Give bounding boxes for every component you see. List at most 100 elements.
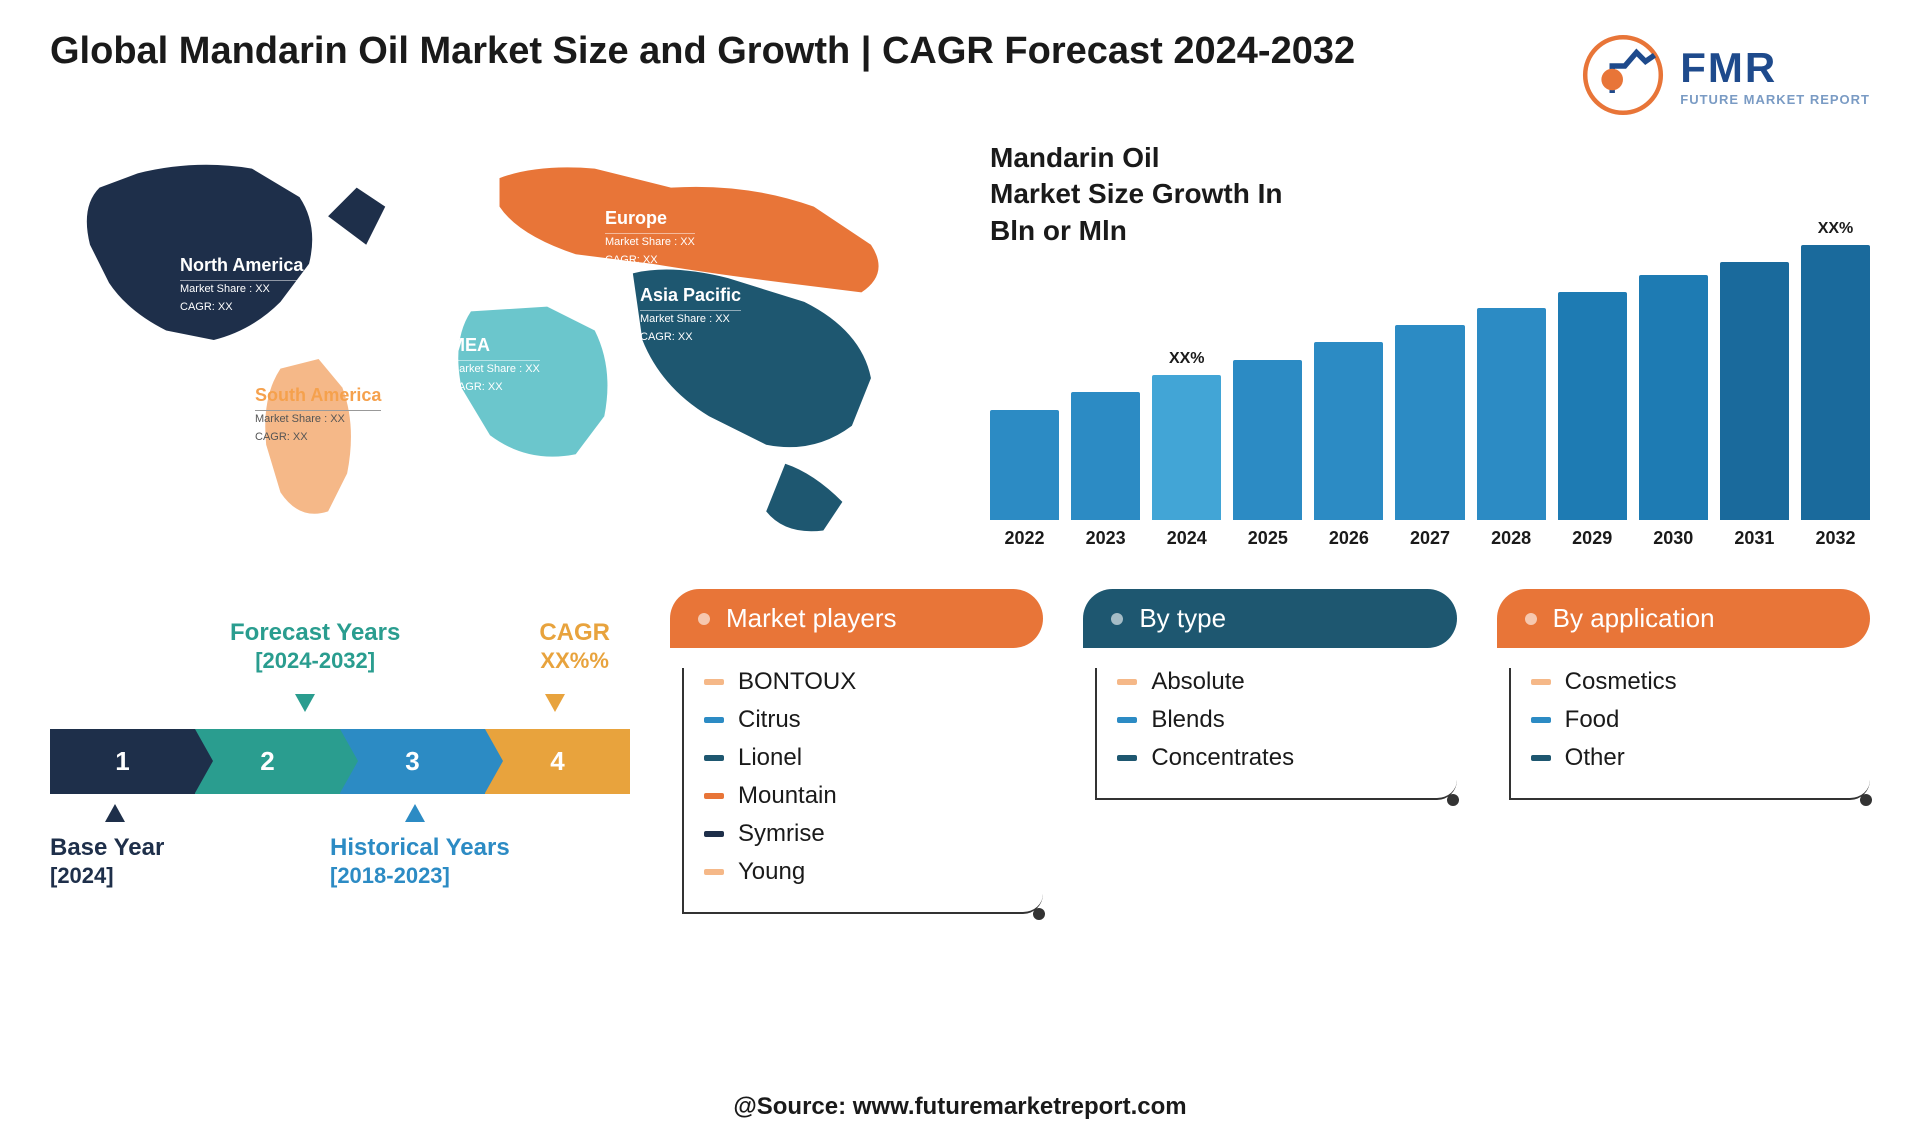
bar-rect (1395, 325, 1464, 520)
bar: 2031 (1720, 262, 1789, 549)
dot-icon (1525, 613, 1537, 625)
region-europe: Europe Market Share : XX CAGR: XX (605, 208, 695, 266)
item-label: Citrus (738, 706, 801, 734)
category-header: Market players (670, 589, 1043, 648)
category-box: Market players BONTOUX Citrus Lionel Mou… (670, 589, 1043, 914)
bar-rect (990, 410, 1059, 520)
item-label: Young (738, 858, 805, 886)
bar-annotation: XX% (1818, 220, 1854, 238)
list-item: Cosmetics (1531, 668, 1850, 696)
list-item: Mountain (704, 782, 1023, 810)
timeline-segment: 4 (485, 729, 630, 794)
item-marker-icon (1117, 717, 1137, 723)
bar: 2028 (1477, 308, 1546, 549)
timeline-segment: 3 (340, 729, 485, 794)
item-label: Lionel (738, 744, 802, 772)
timeline-segment: 2 (195, 729, 340, 794)
timeline-bar: 1234 (50, 729, 630, 794)
bar-rect (1314, 342, 1383, 520)
timeline: Forecast Years [2024-2032] CAGR XX%% 123… (50, 589, 630, 909)
item-marker-icon (704, 755, 724, 761)
bar-rect (1071, 392, 1140, 520)
bar: 2026 (1314, 342, 1383, 549)
bar-rect (1801, 245, 1870, 520)
item-marker-icon (704, 717, 724, 723)
bar: 2022 (990, 410, 1059, 549)
bar-year-label: 2030 (1653, 528, 1693, 549)
logo-icon (1578, 30, 1668, 120)
category-box: By application Cosmetics Food Other (1497, 589, 1870, 914)
arrow-icon (405, 804, 425, 822)
category-header: By application (1497, 589, 1870, 648)
logo: FMR FUTURE MARKET REPORT (1578, 30, 1870, 120)
category-title: By application (1553, 603, 1715, 634)
category-title: Market players (726, 603, 897, 634)
bar-rect (1558, 292, 1627, 520)
bar-year-label: 2032 (1815, 528, 1855, 549)
chart-title: Mandarin OilMarket Size Growth InBln or … (990, 140, 1870, 249)
cagr-label: CAGR XX%% (539, 619, 610, 675)
bar-year-label: 2022 (1005, 528, 1045, 549)
item-label: Concentrates (1151, 744, 1294, 772)
item-marker-icon (704, 831, 724, 837)
item-marker-icon (1117, 679, 1137, 685)
bar: 2023 (1071, 392, 1140, 549)
bar-annotation: XX% (1169, 350, 1205, 368)
item-label: Symrise (738, 820, 825, 848)
logo-text-sub: FUTURE MARKET REPORT (1680, 92, 1870, 107)
item-label: Other (1565, 744, 1625, 772)
base-year-label: Base Year [2024] (50, 834, 164, 890)
dot-icon (1111, 613, 1123, 625)
list-item: Food (1531, 706, 1850, 734)
bar-year-label: 2031 (1734, 528, 1774, 549)
world-map: North America Market Share : XX CAGR: XX… (50, 140, 930, 540)
bar-rect (1233, 360, 1302, 520)
item-marker-icon (704, 793, 724, 799)
category-list: Absolute Blends Concentrates (1095, 668, 1456, 800)
historical-label: Historical Years [2018-2023] (330, 834, 510, 890)
region-asia-pacific: Asia Pacific Market Share : XX CAGR: XX (640, 285, 741, 343)
item-marker-icon (704, 679, 724, 685)
arrow-icon (295, 694, 315, 712)
bar-rect (1720, 262, 1789, 520)
region-north-america: North America Market Share : XX CAGR: XX (180, 255, 303, 313)
bar: 2027 (1395, 325, 1464, 549)
list-item: Symrise (704, 820, 1023, 848)
category-list: Cosmetics Food Other (1509, 668, 1870, 800)
bar-chart: 2022 2023 XX% 2024 2025 2026 2027 2028 2… (990, 269, 1870, 549)
item-marker-icon (1117, 755, 1137, 761)
bar-rect (1639, 275, 1708, 520)
category-title: By type (1139, 603, 1226, 634)
bar-year-label: 2027 (1410, 528, 1450, 549)
list-item: BONTOUX (704, 668, 1023, 696)
bar: 2030 (1639, 275, 1708, 549)
category-header: By type (1083, 589, 1456, 648)
bar: 2025 (1233, 360, 1302, 549)
bar-chart-area: Mandarin OilMarket Size Growth InBln or … (990, 140, 1870, 549)
list-item: Young (704, 858, 1023, 886)
bar-year-label: 2023 (1086, 528, 1126, 549)
dot-icon (698, 613, 710, 625)
item-label: Mountain (738, 782, 837, 810)
item-label: Blends (1151, 706, 1224, 734)
bar-rect (1477, 308, 1546, 520)
bar-rect (1152, 375, 1221, 520)
item-marker-icon (1531, 717, 1551, 723)
list-item: Blends (1117, 706, 1436, 734)
bar: 2029 (1558, 292, 1627, 549)
arrow-icon (545, 694, 565, 712)
bar: XX% 2032 (1801, 245, 1870, 549)
item-marker-icon (1531, 679, 1551, 685)
list-item: Concentrates (1117, 744, 1436, 772)
arrow-icon (105, 804, 125, 822)
timeline-segment: 1 (50, 729, 195, 794)
item-label: Absolute (1151, 668, 1244, 696)
category-box: By type Absolute Blends Concentrates (1083, 589, 1456, 914)
bar-year-label: 2026 (1329, 528, 1369, 549)
logo-text-main: FMR (1680, 44, 1870, 92)
item-marker-icon (704, 869, 724, 875)
bar-year-label: 2028 (1491, 528, 1531, 549)
bar-year-label: 2029 (1572, 528, 1612, 549)
list-item: Other (1531, 744, 1850, 772)
page-title: Global Mandarin Oil Market Size and Grow… (50, 30, 1355, 73)
